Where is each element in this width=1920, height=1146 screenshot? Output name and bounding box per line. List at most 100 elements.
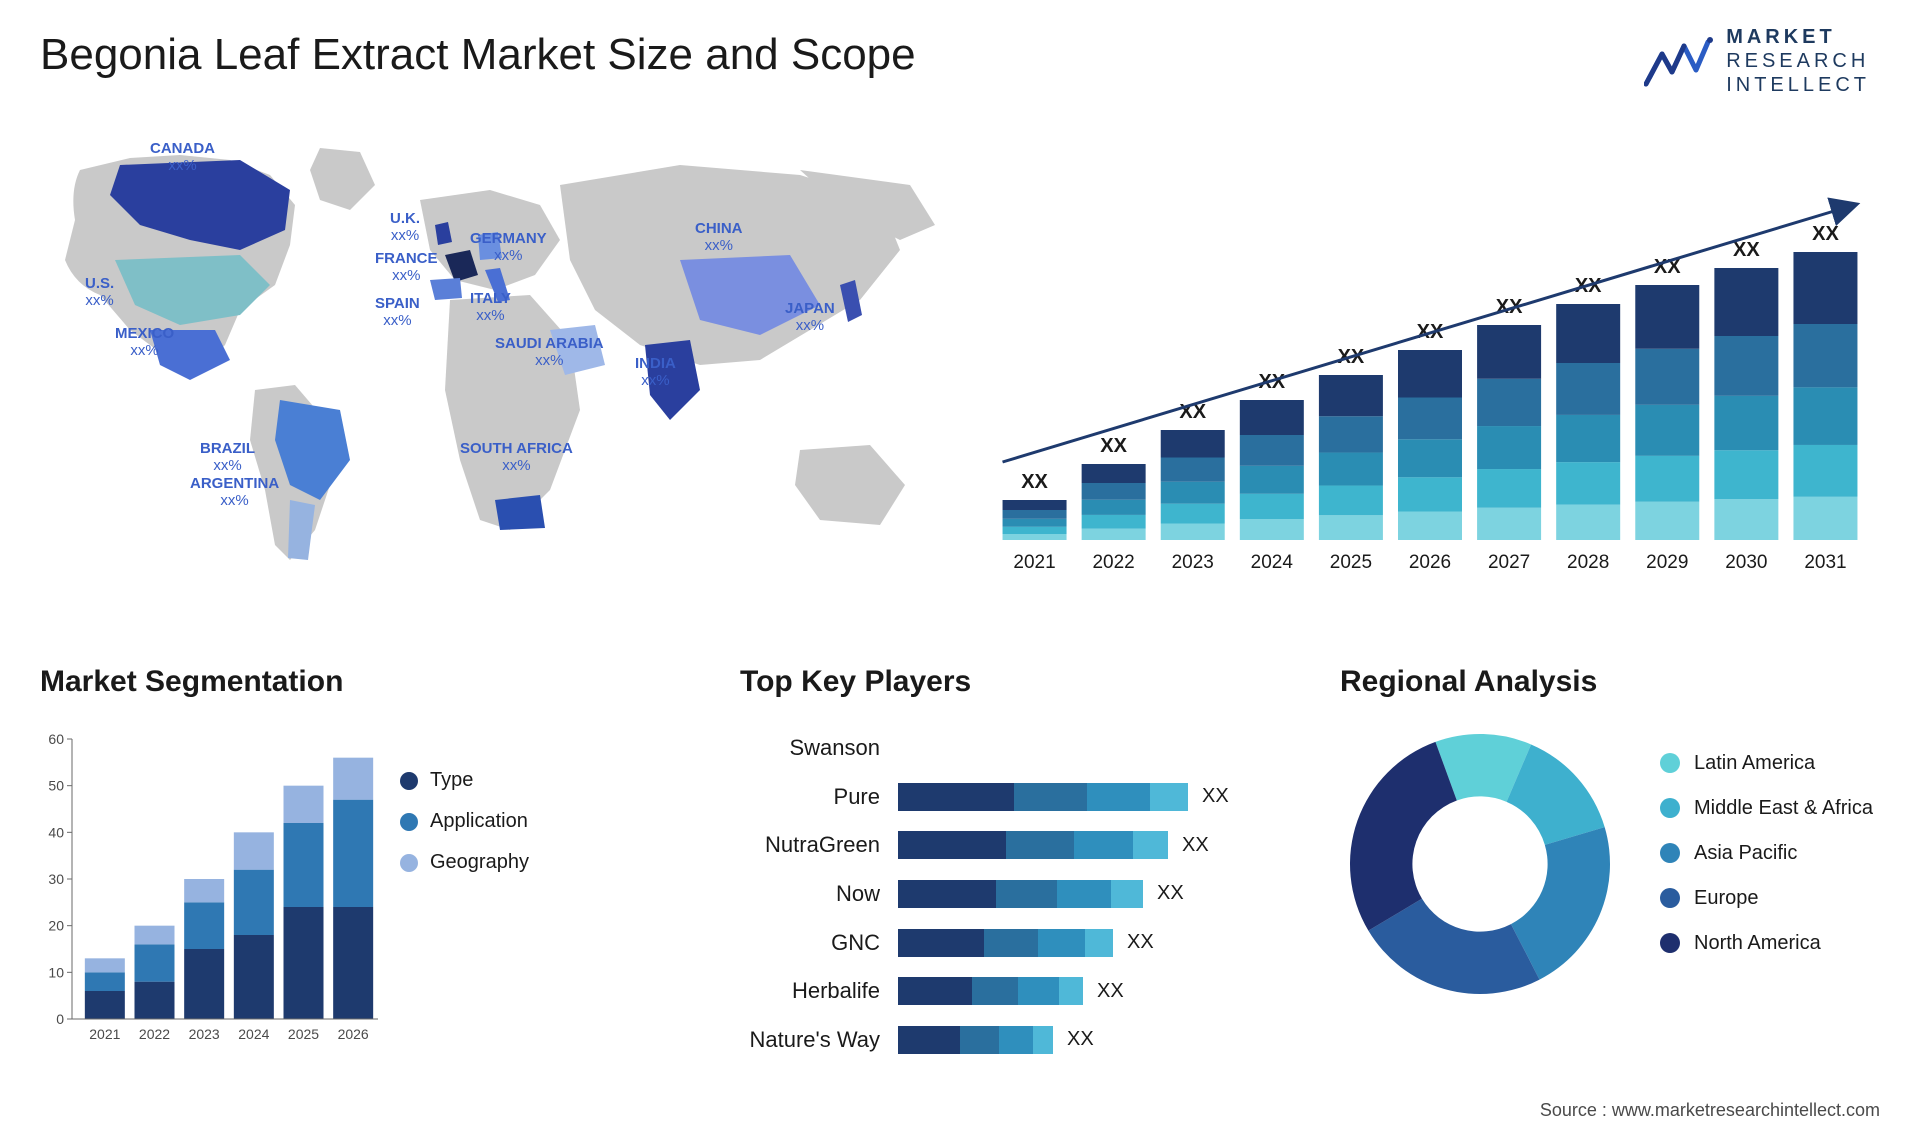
growth-year-label: 2029 xyxy=(1646,552,1688,573)
players-bars: XX XX XX XX XX XX xyxy=(898,724,1290,1064)
legend-swatch xyxy=(1660,753,1680,773)
player-bar-segment xyxy=(1085,929,1113,957)
player-bar-row: XX xyxy=(898,1026,1290,1054)
country-label: SOUTH AFRICAxx% xyxy=(460,440,573,475)
player-bar-row: XX xyxy=(898,831,1290,859)
growth-bar-segment xyxy=(1714,396,1778,450)
seg-year-label: 2025 xyxy=(288,1026,319,1042)
growth-bar-segment xyxy=(1319,486,1383,516)
growth-year-label: 2028 xyxy=(1567,552,1609,573)
growth-bar-segment xyxy=(1556,462,1620,504)
player-bar-segment xyxy=(1018,977,1059,1005)
world-map: CANADAxx%U.S.xx%MEXICOxx%BRAZILxx%ARGENT… xyxy=(40,130,960,580)
regional-legend-item: Asia Pacific xyxy=(1660,842,1873,865)
legend-swatch xyxy=(400,772,418,790)
growth-bar-segment xyxy=(1714,450,1778,499)
player-bar-segment xyxy=(1150,783,1188,811)
player-bar-value: XX xyxy=(1127,931,1154,954)
country-label: CHINAxx% xyxy=(695,220,743,255)
player-bar-segment xyxy=(1014,783,1087,811)
players-section: Top Key Players SwansonPureNutraGreenNow… xyxy=(740,665,1290,1064)
seg-bar-segment xyxy=(85,972,125,991)
growth-bar-segment xyxy=(1082,483,1146,500)
seg-bar-segment xyxy=(333,907,373,1019)
country-label: FRANCExx% xyxy=(375,250,438,285)
player-bar-segment xyxy=(1111,880,1143,908)
growth-bar-segment xyxy=(1003,534,1067,540)
growth-bar-segment xyxy=(1793,387,1857,445)
country-label: SAUDI ARABIAxx% xyxy=(495,335,604,370)
growth-chart: XX2021XX2022XX2023XX2024XX2025XX2026XX20… xyxy=(985,130,1875,580)
country-label: ARGENTINAxx% xyxy=(190,475,279,510)
legend-label: North America xyxy=(1694,932,1821,955)
seg-legend-item: Type xyxy=(400,769,529,792)
seg-bar-segment xyxy=(184,879,224,902)
seg-legend-item: Geography xyxy=(400,851,529,874)
country-label: CANADAxx% xyxy=(150,140,215,175)
player-bar-segment xyxy=(898,977,972,1005)
growth-bar-segment xyxy=(1003,527,1067,534)
legend-label: Geography xyxy=(430,851,529,874)
growth-year-label: 2023 xyxy=(1172,552,1214,573)
growth-bar-label: XX xyxy=(1812,223,1839,245)
player-name: Nature's Way xyxy=(740,1027,880,1053)
growth-bar-segment xyxy=(1082,529,1146,540)
legend-label: Latin America xyxy=(1694,752,1815,775)
page-title: Begonia Leaf Extract Market Size and Sco… xyxy=(40,30,916,80)
growth-bar-segment xyxy=(1319,416,1383,452)
players-title: Top Key Players xyxy=(740,665,1290,699)
seg-year-label: 2026 xyxy=(338,1026,369,1042)
seg-year-label: 2022 xyxy=(139,1026,170,1042)
growth-bar-label: XX xyxy=(1733,239,1760,261)
player-bar-value: XX xyxy=(1182,834,1209,857)
player-bar-value: XX xyxy=(1067,1028,1094,1051)
seg-ytick: 10 xyxy=(48,964,64,980)
seg-bar-segment xyxy=(234,870,274,935)
growth-bar-segment xyxy=(1240,435,1304,466)
growth-bar-label: XX xyxy=(1021,471,1048,493)
regional-legend-item: Middle East & Africa xyxy=(1660,797,1873,820)
player-name: Now xyxy=(740,881,880,907)
growth-bar-segment xyxy=(1714,336,1778,396)
growth-bar-segment xyxy=(1635,285,1699,349)
regional-title: Regional Analysis xyxy=(1340,665,1880,699)
regional-legend-item: Europe xyxy=(1660,887,1873,910)
player-bar-segment xyxy=(898,1026,960,1054)
regional-legend: Latin America Middle East & Africa Asia Pa… xyxy=(1660,752,1873,977)
logo-mark-icon xyxy=(1644,34,1714,89)
growth-bar-segment xyxy=(1240,494,1304,519)
growth-bar-segment xyxy=(1477,469,1541,508)
growth-bar-segment xyxy=(1003,519,1067,527)
player-bar-segment xyxy=(984,929,1038,957)
growth-bar-segment xyxy=(1161,430,1225,458)
player-bar-row: XX xyxy=(898,880,1290,908)
seg-ytick: 0 xyxy=(56,1011,64,1027)
seg-year-label: 2021 xyxy=(89,1026,120,1042)
growth-bar-label: XX xyxy=(1100,435,1127,457)
growth-year-label: 2024 xyxy=(1251,552,1294,573)
player-bar-row: XX xyxy=(898,977,1290,1005)
legend-label: Type xyxy=(430,769,473,792)
seg-bar-segment xyxy=(234,935,274,1019)
player-bar-segment xyxy=(1059,977,1083,1005)
growth-bar-segment xyxy=(1398,512,1462,541)
segmentation-section: Market Segmentation 01020304050602021202… xyxy=(40,665,600,1069)
growth-bar-segment xyxy=(1319,515,1383,540)
country-label: INDIAxx% xyxy=(635,355,676,390)
seg-bar-segment xyxy=(135,944,175,981)
growth-bar-segment xyxy=(1793,252,1857,324)
growth-bar-segment xyxy=(1793,324,1857,387)
seg-bar-segment xyxy=(284,823,324,907)
regional-section: Regional Analysis Latin America Middle Ea… xyxy=(1340,665,1880,1004)
seg-ytick: 30 xyxy=(48,871,64,887)
seg-bar-segment xyxy=(135,982,175,1019)
legend-swatch xyxy=(1660,888,1680,908)
player-bar-row: XX xyxy=(898,783,1290,811)
growth-bar-segment xyxy=(1556,363,1620,415)
seg-bar-segment xyxy=(333,800,373,907)
growth-bar-segment xyxy=(1082,515,1146,529)
player-bar-segment xyxy=(898,929,984,957)
legend-swatch xyxy=(400,854,418,872)
country-label: ITALYxx% xyxy=(470,290,511,325)
source-text: Source : www.marketresearchintellect.com xyxy=(1540,1100,1880,1121)
